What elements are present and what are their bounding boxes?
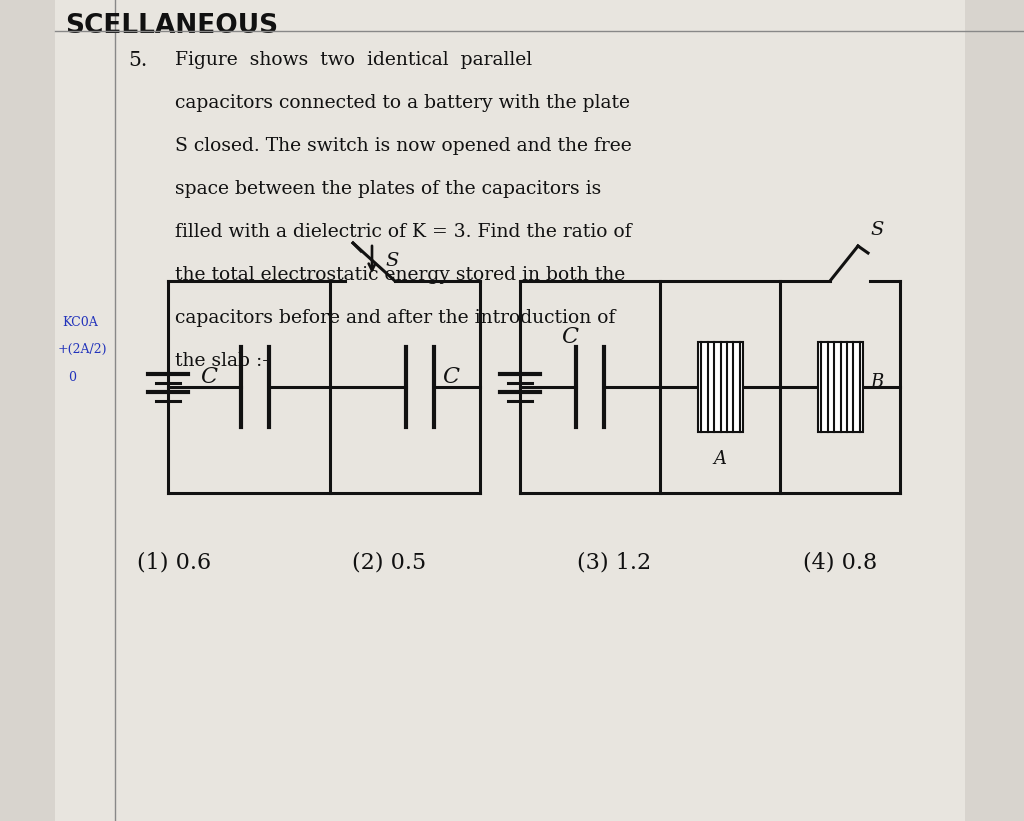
Bar — [55, 0, 965, 821]
Text: capacitors connected to a battery with the plate: capacitors connected to a battery with t… — [175, 94, 630, 112]
Text: capacitors before and after the introduction of: capacitors before and after the introduc… — [175, 309, 615, 327]
Bar — [698, 342, 743, 432]
Text: (2) 0.5: (2) 0.5 — [352, 551, 426, 573]
Text: 0: 0 — [68, 371, 76, 384]
Text: A: A — [714, 450, 726, 468]
Text: KC0A: KC0A — [62, 316, 97, 329]
Text: 5.: 5. — [128, 51, 147, 70]
Text: C: C — [561, 326, 579, 348]
Text: C: C — [200, 366, 217, 388]
Text: (1) 0.6: (1) 0.6 — [137, 551, 211, 573]
Text: (4) 0.8: (4) 0.8 — [803, 551, 877, 573]
Text: filled with a dielectric of K = 3. Find the ratio of: filled with a dielectric of K = 3. Find … — [175, 223, 632, 241]
Text: C: C — [442, 366, 459, 388]
Text: space between the plates of the capacitors is: space between the plates of the capacito… — [175, 180, 601, 198]
Text: +(2A/2): +(2A/2) — [58, 343, 108, 356]
Text: S: S — [385, 252, 398, 270]
Bar — [818, 342, 863, 432]
Text: (3) 1.2: (3) 1.2 — [578, 551, 651, 573]
Text: Figure  shows  two  identical  parallel: Figure shows two identical parallel — [175, 51, 532, 69]
Text: the total electrostatic energy stored in both the: the total electrostatic energy stored in… — [175, 266, 626, 284]
Text: the slab :-: the slab :- — [175, 352, 268, 370]
Text: SCELLANEOUS: SCELLANEOUS — [65, 13, 279, 39]
Text: S: S — [870, 221, 884, 239]
Text: B: B — [870, 373, 884, 391]
Text: S closed. The switch is now opened and the free: S closed. The switch is now opened and t… — [175, 137, 632, 155]
